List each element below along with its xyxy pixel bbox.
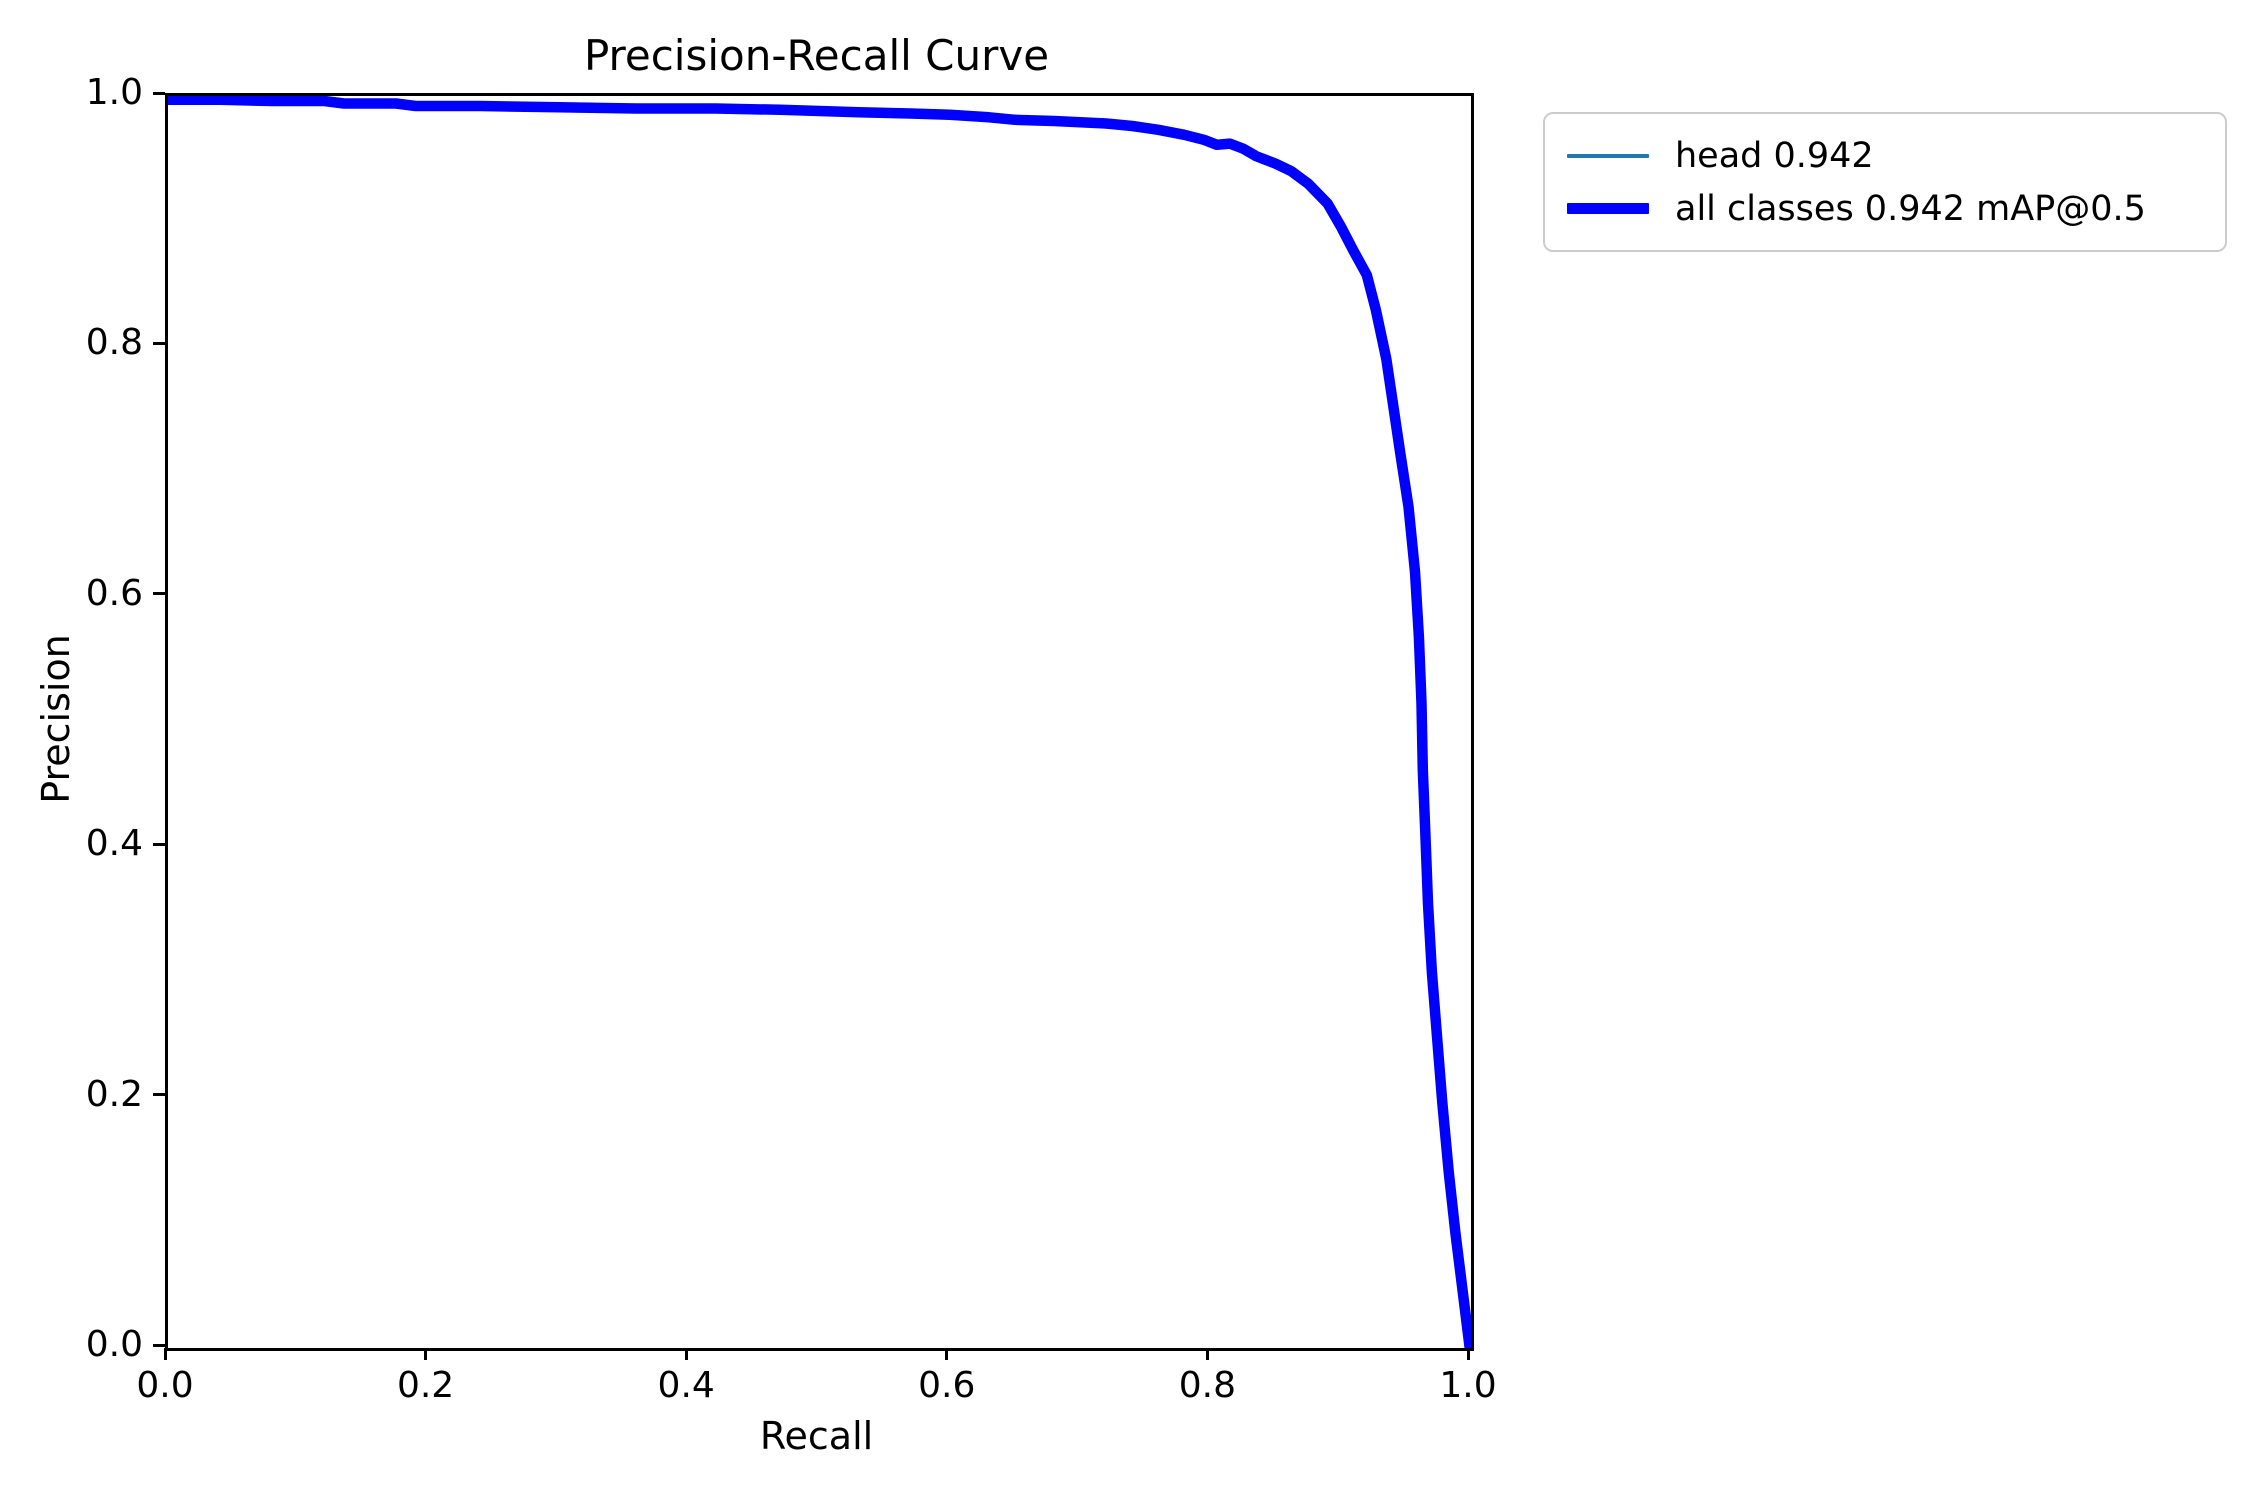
y-tick-mark: [153, 341, 165, 345]
y-tick-label: 1.0: [85, 72, 143, 113]
series-line-all-classes: [168, 96, 1471, 1348]
y-tick-label: 0.6: [85, 572, 143, 614]
legend-line-sample-all-classes: [1567, 203, 1649, 214]
legend-label-all-classes: all classes 0.942 mAP@0.5: [1675, 188, 2146, 229]
x-tick-label: 0.0: [136, 1365, 194, 1406]
series-line-head: [168, 98, 1471, 1348]
y-axis-label: Precision: [34, 634, 78, 804]
y-tick-label: 0.0: [85, 1324, 143, 1365]
plot-area: [165, 93, 1474, 1351]
y-tick-label: 0.2: [85, 1073, 143, 1115]
x-tick-mark: [945, 1348, 949, 1360]
legend-label-head: head 0.942: [1675, 135, 1874, 176]
x-tick-label: 0.2: [396, 1365, 455, 1406]
legend-item-all-classes: all classes 0.942 mAP@0.5: [1567, 185, 2203, 232]
y-tick-label: 0.8: [85, 322, 143, 364]
y-tick-label: 0.4: [85, 823, 143, 865]
x-tick-label: 0.6: [918, 1365, 976, 1406]
y-tick-mark: [153, 592, 165, 596]
y-tick-mark: [153, 1343, 165, 1347]
x-tick-label: 1.0: [1439, 1365, 1497, 1406]
legend: head 0.942 all classes 0.942 mAP@0.5: [1543, 112, 2227, 252]
y-tick-mark: [153, 91, 165, 95]
legend-item-head: head 0.942: [1567, 132, 2203, 179]
x-tick-mark: [1466, 1348, 1470, 1360]
x-tick-label: 0.8: [1178, 1365, 1237, 1406]
x-tick-mark: [684, 1348, 688, 1360]
x-tick-mark: [1205, 1348, 1209, 1360]
x-tick-mark: [424, 1348, 428, 1360]
x-axis-label: Recall: [759, 1414, 874, 1458]
x-tick-label: 0.4: [657, 1365, 715, 1406]
y-tick-mark: [153, 1093, 165, 1097]
chart-title: Precision-Recall Curve: [583, 31, 1050, 80]
legend-line-sample-head: [1567, 153, 1649, 158]
x-tick-mark: [163, 1348, 167, 1360]
y-tick-mark: [153, 842, 165, 846]
pr-curve-svg: [168, 96, 1471, 1348]
